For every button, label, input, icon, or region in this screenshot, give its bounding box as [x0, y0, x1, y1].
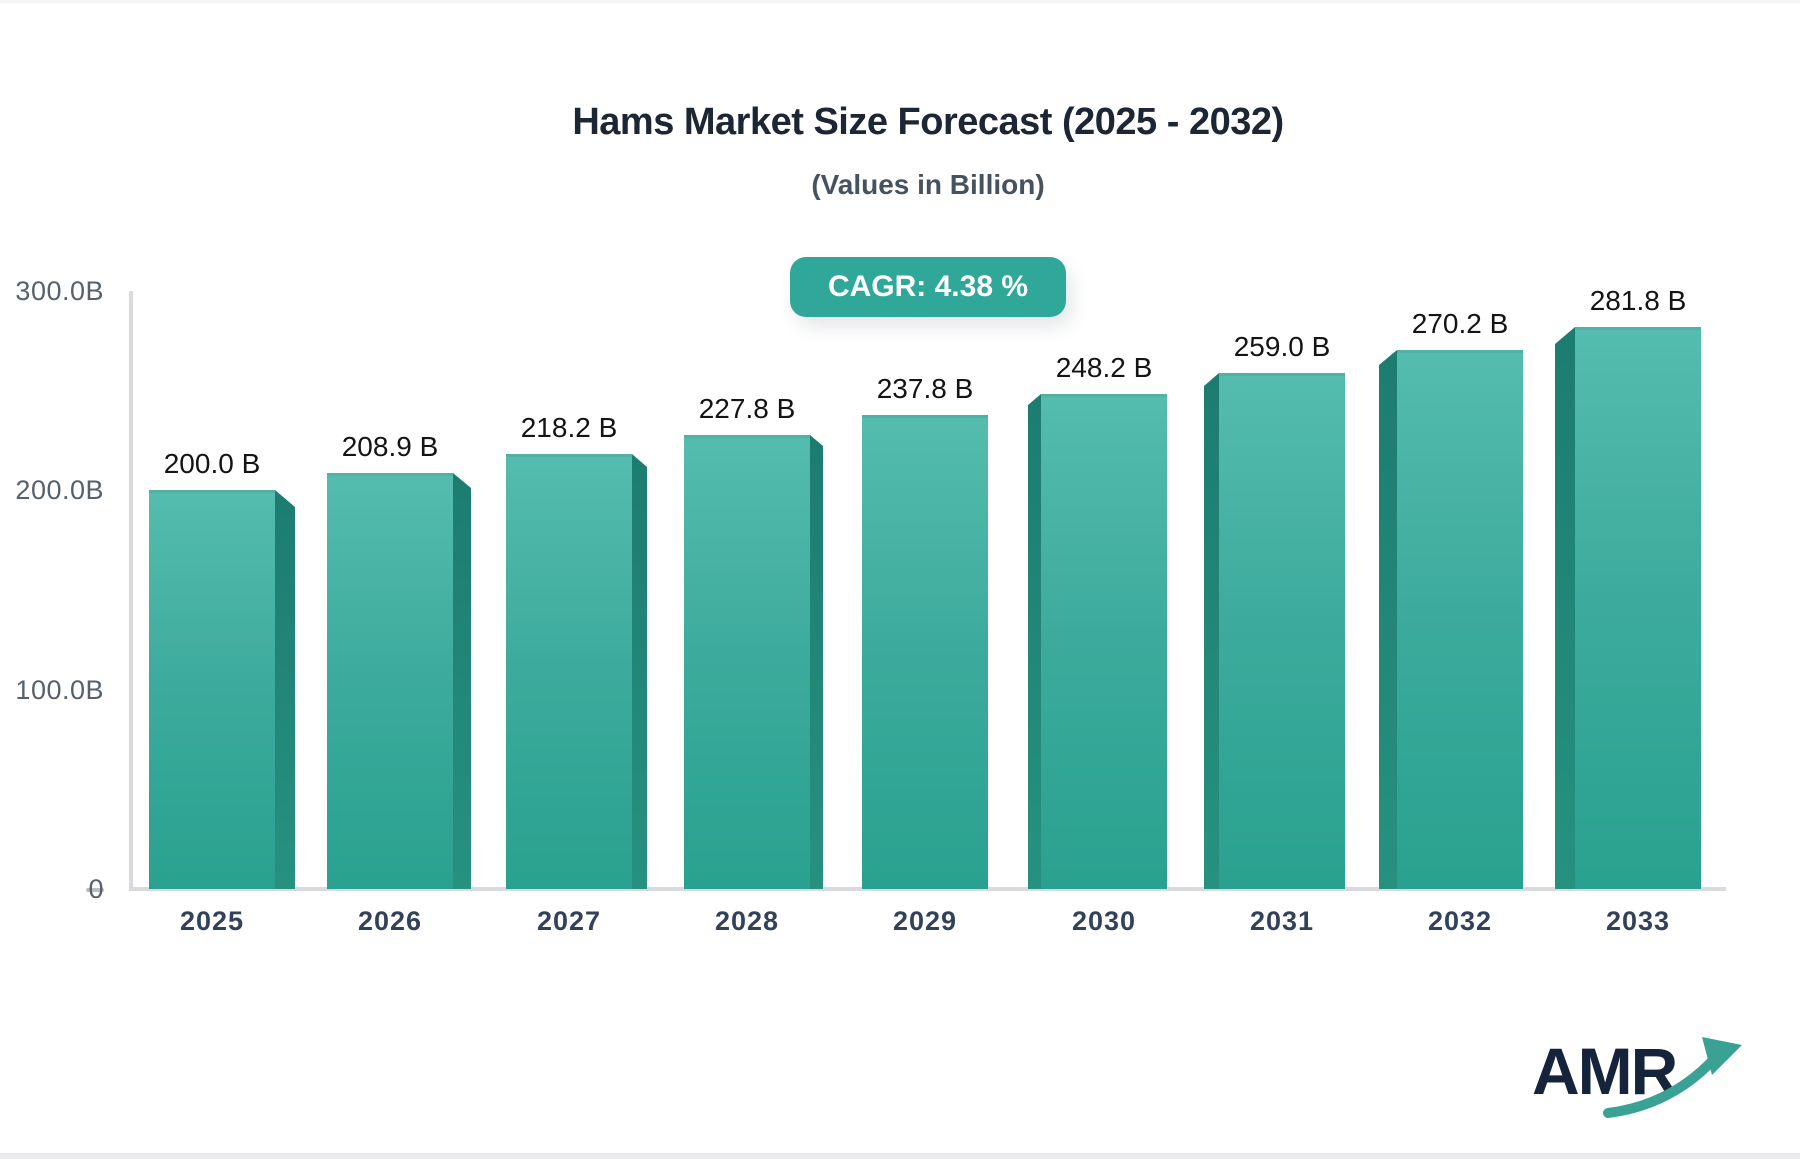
- y-axis-tick-0: 0: [88, 874, 104, 904]
- bar-side-2028: [810, 435, 823, 889]
- bar-side-2033: [1555, 327, 1575, 889]
- x-axis-label-2028: 2028: [714, 906, 780, 936]
- bar-face-2025: [149, 490, 275, 889]
- bar-value-label-2029: 237.8 B: [876, 373, 974, 404]
- bar-value-label-2026: 208.9 B: [341, 431, 439, 462]
- x-axis-label-2025: 2025: [179, 906, 245, 936]
- bar-face-2026: [327, 473, 453, 889]
- x-axis-label-2026: 2026: [357, 906, 423, 936]
- bar-value-label-2030: 248.2 B: [1055, 352, 1153, 383]
- bar-value-label-2027: 218.2 B: [520, 412, 618, 443]
- bar-face-2030: [1041, 394, 1167, 889]
- cagr-badge-row: CAGR: 4.38 %: [28, 257, 1800, 317]
- x-axis-label-2027: 2027: [536, 906, 602, 936]
- bar-face-2031: [1219, 373, 1345, 889]
- bar-face-2029: [862, 415, 988, 889]
- x-axis-label-2031: 2031: [1249, 906, 1315, 936]
- bar-face-2028: [684, 435, 810, 889]
- bar-side-2025: [275, 490, 295, 889]
- bar-value-label-2031: 259.0 B: [1233, 331, 1331, 362]
- bar-value-label-2032: 270.2 B: [1411, 308, 1509, 339]
- y-axis-tick-100: 100.0B: [15, 675, 104, 705]
- bar-side-2026: [453, 473, 471, 889]
- bar-side-2032: [1379, 350, 1397, 889]
- bar-face-2027: [506, 454, 632, 889]
- growth-arrow-shaft: [1603, 1052, 1721, 1118]
- bar-face-2032: [1397, 350, 1523, 889]
- bar-value-label-2033: 281.8 B: [1589, 285, 1687, 316]
- bar-side-2027: [632, 454, 647, 889]
- bar-value-label-2028: 227.8 B: [698, 393, 796, 424]
- plot-area: 300.0B 200.0B 100.0B 0 200.0 B 208.9 B 218.2 …: [0, 3, 1800, 1159]
- zero-tick-mark: [86, 888, 104, 892]
- growth-arrow-head: [1702, 1037, 1742, 1075]
- growth-arrow-icon: [1603, 1037, 1742, 1118]
- y-axis-tick-200: 200.0B: [15, 475, 104, 505]
- amr-logo: AMR: [1532, 1025, 1742, 1125]
- bar-value-label-2025: 200.0 B: [163, 448, 261, 479]
- y-axis-line: [129, 291, 133, 891]
- x-axis-label-2033: 2033: [1605, 906, 1671, 936]
- cagr-badge: CAGR: 4.38 %: [789, 257, 1067, 317]
- chart-subtitle: (Values in Billion): [811, 169, 1045, 200]
- x-axis-line: [129, 887, 1726, 891]
- chart-title: Hams Market Size Forecast (2025 - 2032): [572, 101, 1284, 143]
- x-axis-label-2030: 2030: [1071, 906, 1137, 936]
- bar-face-2033: [1575, 327, 1701, 889]
- y-axis-tick-300: 300.0B: [15, 276, 104, 306]
- canvas-bottom-edge: [0, 1153, 1800, 1159]
- bar-side-2030: [1028, 394, 1041, 889]
- x-axis-label-2032: 2032: [1427, 906, 1493, 936]
- bar-side-2031: [1204, 373, 1219, 889]
- x-axis-label-2029: 2029: [892, 906, 958, 936]
